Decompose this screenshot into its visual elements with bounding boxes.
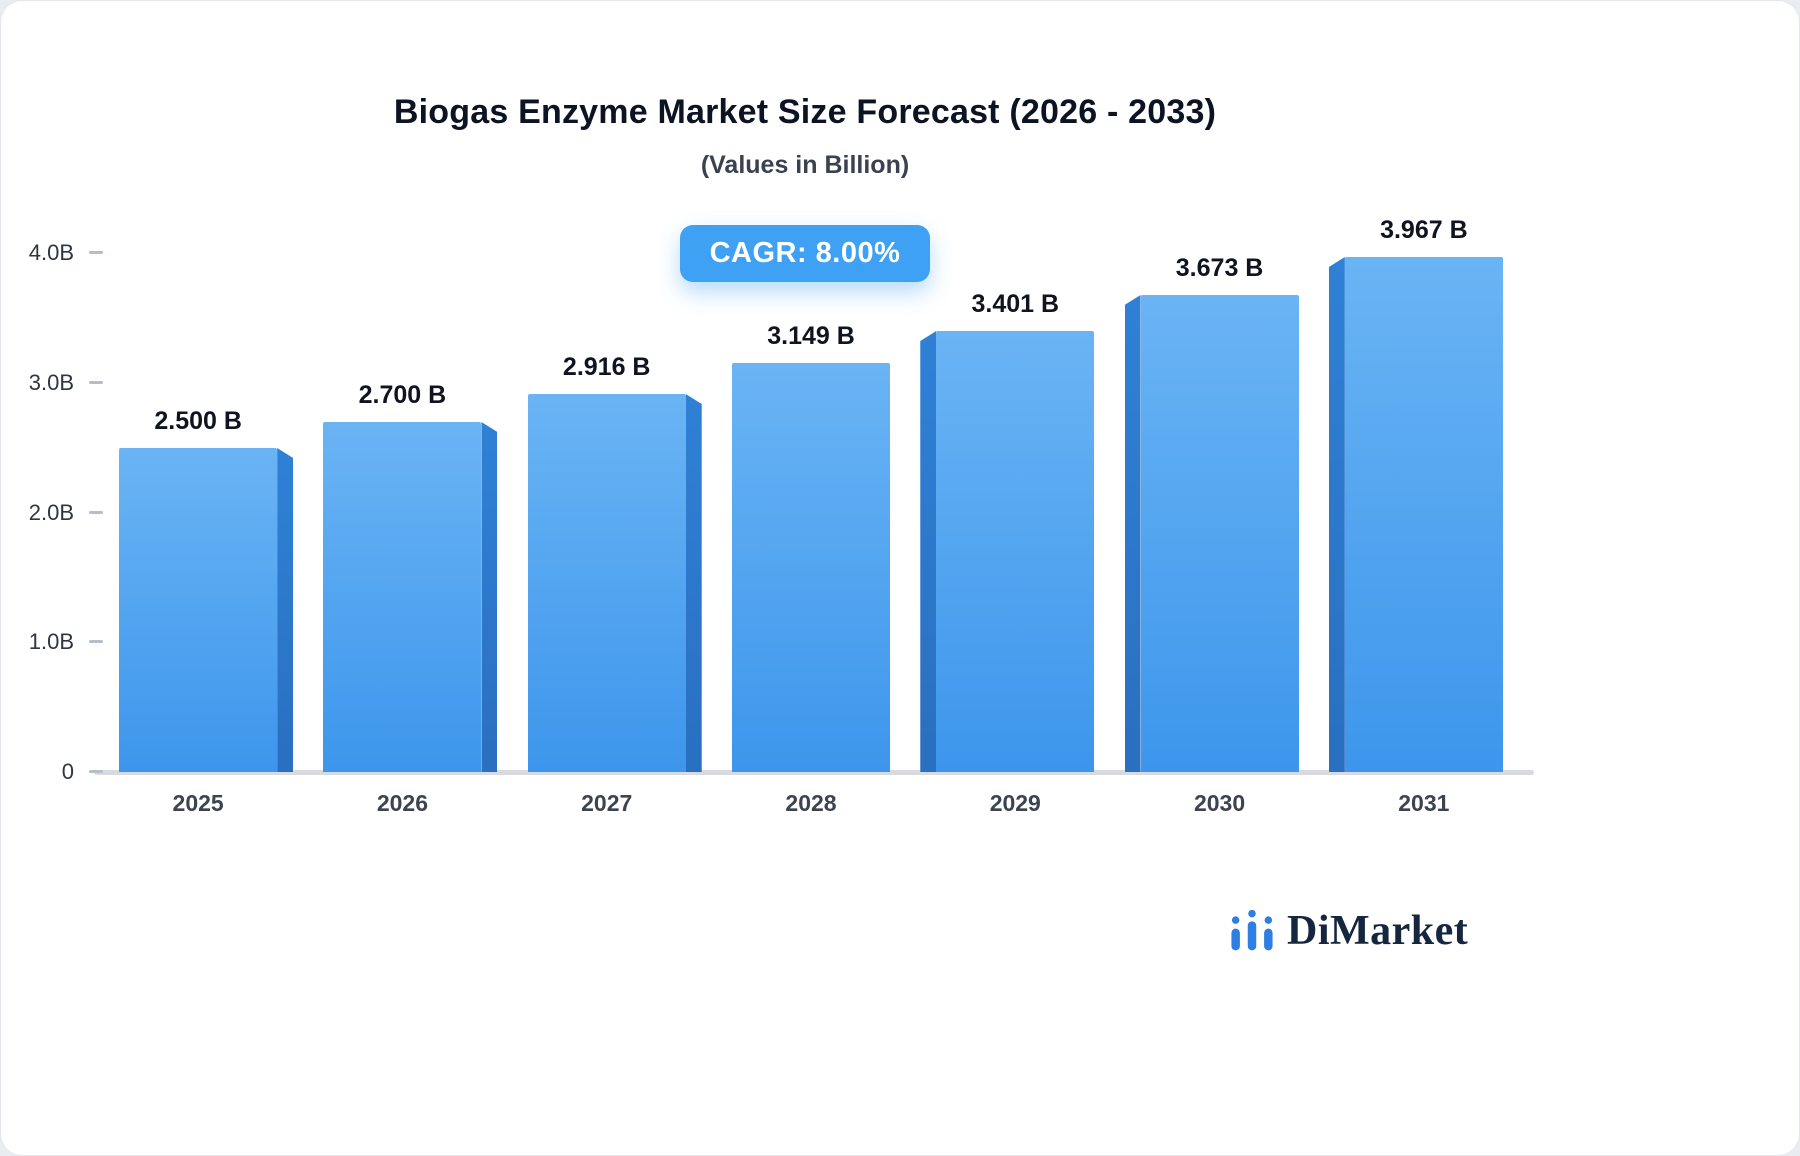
chart-title: Biogas Enzyme Market Size Forecast (2026… [393, 93, 1217, 131]
bar-side-face [685, 394, 702, 772]
y-axis-label: 0 [61, 759, 74, 784]
bar-side-face [1124, 295, 1141, 772]
bar-value-label: 3.149 B [767, 322, 855, 350]
bar-side-face [277, 448, 294, 772]
y-axis-label: 4.0B [28, 240, 74, 265]
bar [323, 422, 482, 772]
bar-value-label: 3.967 B [1380, 216, 1468, 244]
x-axis-label: 2028 [785, 790, 837, 816]
y-axis-tick [89, 770, 103, 773]
cagr-badge-row: CAGR: 8.00% [1, 225, 1609, 282]
x-axis-label: 2030 [1193, 790, 1246, 816]
bar-group: 3.673 B [1124, 254, 1299, 772]
x-axis-label: 2027 [581, 790, 633, 816]
bar-group: 2.916 B [527, 353, 702, 772]
bar-group: 2.500 B [119, 407, 294, 772]
bar-value-label: 3.673 B [1175, 254, 1264, 282]
bar-value-label: 3.401 B [971, 290, 1060, 318]
y-axis-label: 3.0B [28, 369, 74, 395]
bar-side-face [920, 331, 937, 772]
bar-group: 3.401 B [920, 290, 1095, 772]
x-axis-label: 2026 [376, 790, 428, 816]
bar-value-label: 2.916 B [562, 353, 651, 381]
x-axis-label: 2031 [1398, 790, 1450, 816]
x-axis-label: 2029 [989, 790, 1041, 816]
bar [1140, 295, 1299, 772]
bar-group: 3.149 B [732, 322, 890, 772]
y-axis-tick [89, 640, 103, 644]
bar [936, 331, 1095, 772]
cagr-badge: CAGR: 8.00% [679, 225, 931, 282]
bar [119, 448, 278, 772]
dimarket-logo-icon [1229, 909, 1275, 953]
bar [732, 363, 890, 772]
brand-name: DiMarket [1287, 908, 1469, 954]
x-axis-line [94, 770, 1534, 775]
y-axis-tick [89, 251, 103, 254]
y-axis-label: 1.0B [28, 629, 74, 655]
bar [1344, 257, 1503, 772]
bar-value-label: 2.700 B [358, 381, 447, 409]
y-axis-tick [89, 510, 103, 514]
chart-subtitle: (Values in Billion) [700, 151, 910, 179]
bar-side-face [481, 422, 498, 772]
brand-logo: DiMarket [1229, 899, 1468, 963]
bar-value-label: 2.500 B [154, 407, 242, 435]
x-axis-label: 2025 [172, 790, 224, 816]
bar-side-face [1328, 257, 1345, 772]
bar-group: 3.967 B [1328, 216, 1503, 772]
y-axis-tick [89, 380, 103, 384]
bar [527, 394, 686, 772]
bar-group: 2.700 B [323, 381, 498, 772]
y-axis-label: 2.0B [28, 499, 74, 525]
